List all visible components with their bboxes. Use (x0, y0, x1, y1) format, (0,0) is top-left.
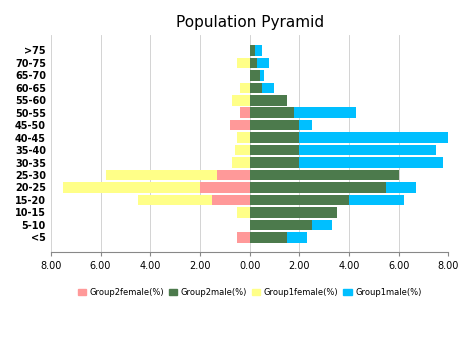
Bar (232, 157, 250, 168)
Bar (237, 207, 250, 218)
Bar (240, 82, 250, 93)
Bar (299, 145, 436, 155)
Bar (237, 232, 250, 243)
Bar (299, 132, 461, 143)
Bar (349, 195, 403, 205)
Bar (250, 45, 255, 56)
Bar (255, 45, 262, 56)
Bar (250, 195, 349, 205)
Legend: Group2female(%), Group2male(%), Group1female(%), Group1male(%): Group2female(%), Group2male(%), Group1fe… (74, 285, 425, 300)
Bar (237, 132, 250, 143)
Bar (250, 157, 299, 168)
Bar (250, 58, 257, 68)
Bar (250, 107, 294, 118)
Bar (230, 120, 250, 130)
Bar (262, 82, 274, 93)
Bar (240, 107, 250, 118)
Bar (250, 95, 287, 105)
Bar (217, 170, 250, 180)
Bar (250, 170, 399, 180)
Bar (106, 170, 250, 180)
Bar (250, 145, 299, 155)
Bar (299, 157, 443, 168)
Bar (250, 132, 299, 143)
Bar (250, 207, 337, 218)
Bar (294, 107, 356, 118)
Bar (250, 70, 260, 81)
Bar (250, 82, 262, 93)
Bar (235, 145, 250, 155)
Bar (250, 182, 386, 193)
Bar (212, 195, 250, 205)
Bar (312, 219, 331, 230)
Bar (64, 182, 250, 193)
Bar (257, 58, 269, 68)
Bar (250, 232, 287, 243)
Bar (237, 232, 250, 243)
Bar (250, 120, 299, 130)
Title: Population Pyramid: Population Pyramid (175, 15, 324, 30)
Bar (260, 70, 264, 81)
Bar (232, 95, 250, 105)
Bar (299, 120, 312, 130)
Bar (200, 182, 250, 193)
Bar (230, 120, 250, 130)
Bar (240, 107, 250, 118)
Bar (250, 219, 312, 230)
Bar (138, 195, 250, 205)
Bar (237, 58, 250, 68)
Bar (287, 232, 307, 243)
Bar (386, 182, 416, 193)
